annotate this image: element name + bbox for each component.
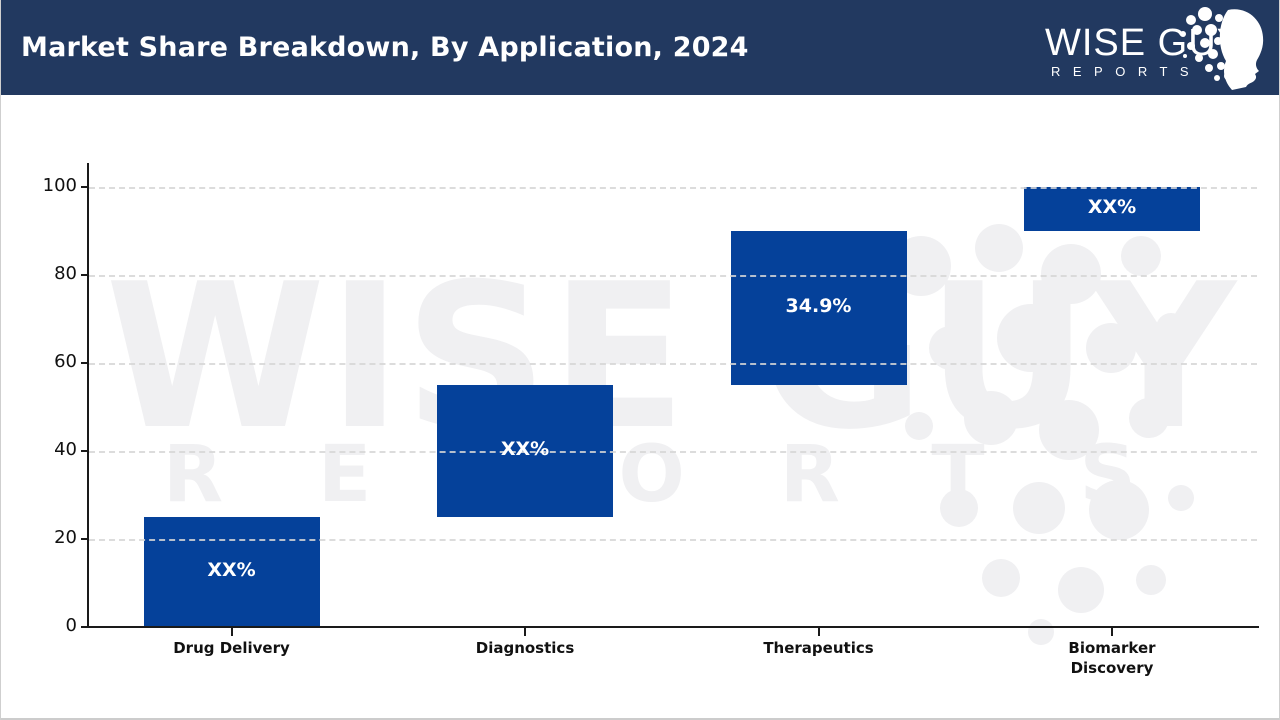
wiseguy-logo: WISE GUY REPORTS: [1017, 4, 1267, 92]
y-tick-label: 60: [54, 351, 77, 372]
wiseguy-face-icon: [1180, 7, 1264, 90]
y-tick-label: 100: [42, 175, 77, 196]
gridline-40: [89, 451, 1257, 453]
y-tick-label: 0: [65, 615, 77, 636]
y-tick-mark: [81, 362, 88, 364]
x-tick-mark: [230, 628, 233, 636]
y-tick-mark: [81, 626, 88, 628]
x-category-label: Drug Delivery: [173, 639, 290, 657]
y-tick-mark: [81, 186, 88, 188]
bar-value-label: 34.9%: [785, 294, 852, 317]
bar: [143, 516, 320, 627]
x-category-label: Therapeutics: [763, 639, 874, 657]
bar-value-label: XX%: [1087, 196, 1137, 218]
x-axis-line: [87, 626, 1259, 628]
gridline-80: [89, 275, 1257, 277]
bar: [437, 384, 613, 517]
y-tick-mark: [81, 538, 88, 540]
logo-subtext: REPORTS: [1051, 64, 1202, 79]
x-tick-mark: [524, 628, 526, 636]
x-tick-mark: [817, 628, 820, 636]
gridline-20: [89, 539, 1257, 541]
bar: [1024, 187, 1200, 231]
x-category-label: Biomarker Discovery: [1068, 639, 1156, 677]
gridline-100: [89, 187, 1257, 189]
header-bar: Market Share Breakdown, By Application, …: [1, 0, 1279, 95]
y-tick-mark: [81, 274, 88, 276]
watermark-face-icon: [891, 224, 1194, 645]
x-tick-mark: [1111, 628, 1113, 636]
y-tick-label: 40: [54, 439, 77, 460]
y-tick-label: 80: [54, 263, 77, 284]
y-axis-line: [87, 163, 89, 628]
bar: [730, 231, 907, 385]
bar-value-label: XX%: [500, 437, 550, 460]
bar-value-label: XX%: [207, 558, 256, 581]
x-category-label: Diagnostics: [475, 639, 575, 657]
y-tick-label: 20: [54, 527, 77, 548]
gridline-60: [89, 363, 1257, 365]
chart-title: Market Share Breakdown, By Application, …: [21, 32, 749, 63]
y-tick-mark: [81, 450, 88, 452]
